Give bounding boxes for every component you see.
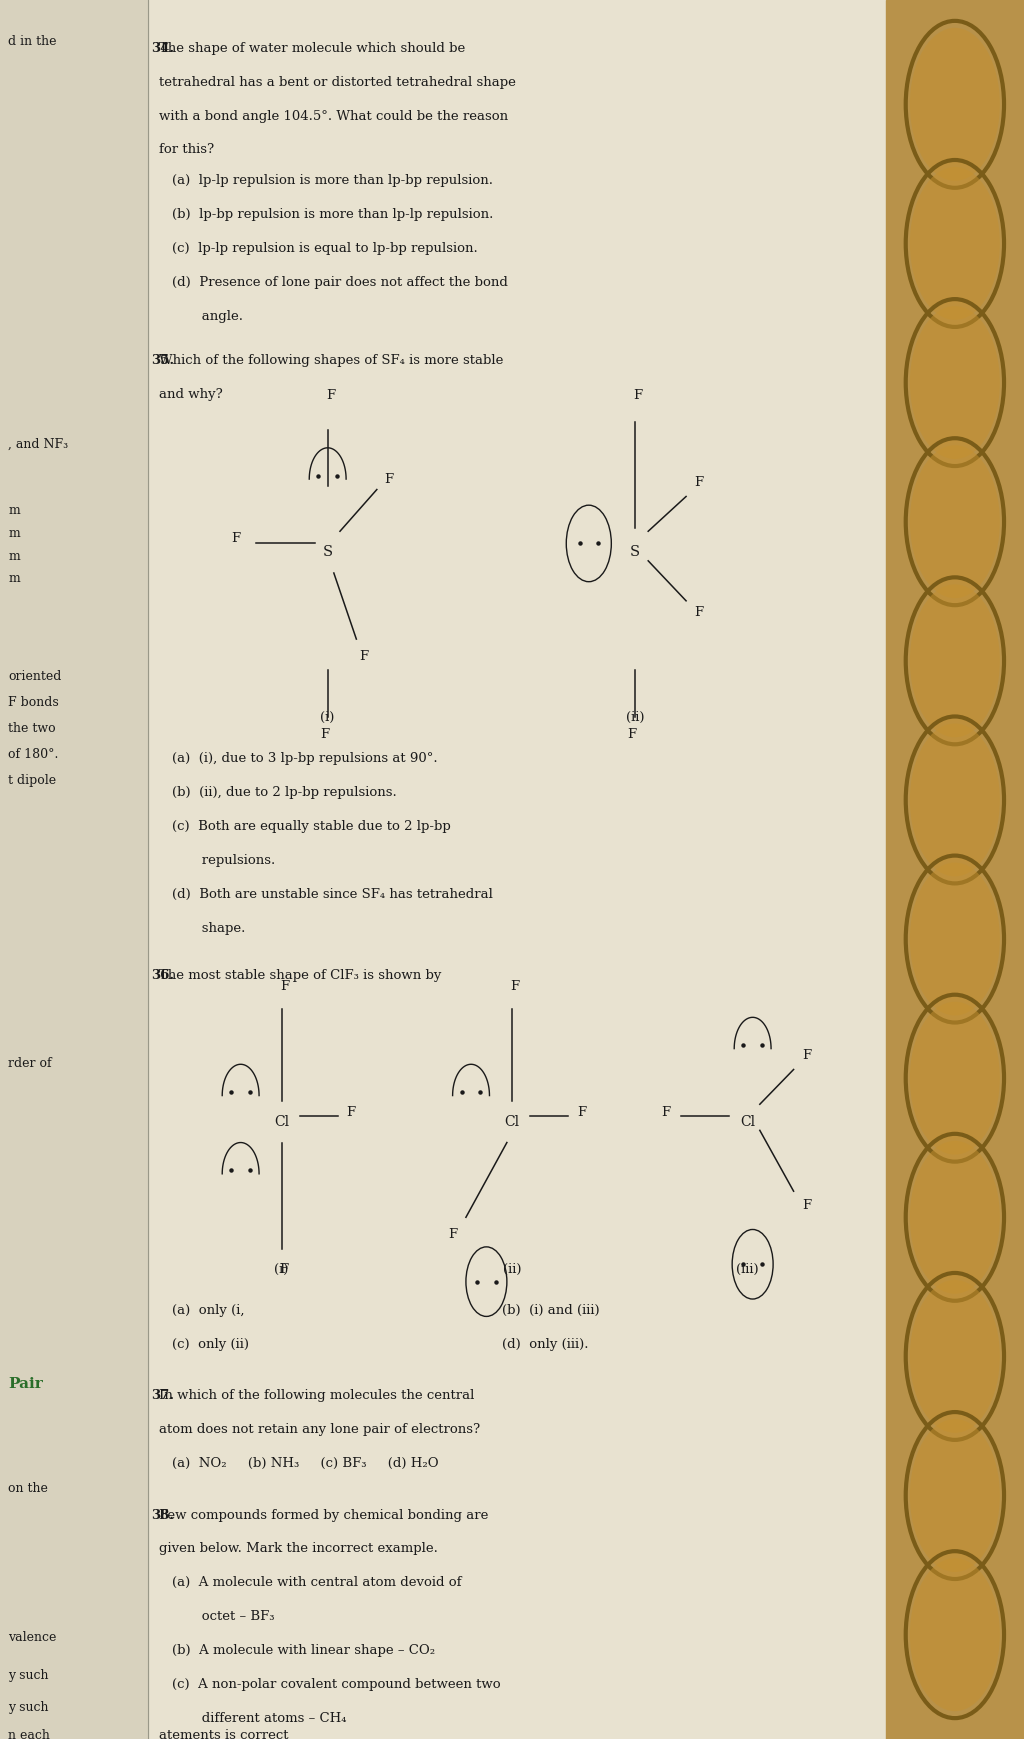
Text: The shape of water molecule which should be: The shape of water molecule which should… bbox=[159, 42, 465, 54]
Text: (b)  (ii), due to 2 lp-bp repulsions.: (b) (ii), due to 2 lp-bp repulsions. bbox=[172, 786, 396, 798]
Text: F: F bbox=[803, 1049, 811, 1063]
Text: (c)  only (ii): (c) only (ii) bbox=[172, 1339, 249, 1351]
Text: F: F bbox=[347, 1106, 355, 1120]
Text: rder of: rder of bbox=[8, 1057, 52, 1069]
Text: F: F bbox=[694, 476, 702, 489]
Text: F: F bbox=[231, 532, 240, 544]
Text: (a)  NO₂     (b) NH₃     (c) BF₃     (d) H₂O: (a) NO₂ (b) NH₃ (c) BF₃ (d) H₂O bbox=[172, 1457, 438, 1469]
Text: (a)  only (i,: (a) only (i, bbox=[172, 1304, 245, 1316]
Circle shape bbox=[909, 1002, 999, 1155]
Circle shape bbox=[909, 1558, 999, 1711]
Text: octet – BF₃: octet – BF₃ bbox=[172, 1610, 274, 1622]
Text: F: F bbox=[327, 390, 335, 402]
Circle shape bbox=[909, 723, 999, 876]
Text: (i): (i) bbox=[321, 711, 335, 723]
Text: given below. Mark the incorrect example.: given below. Mark the incorrect example. bbox=[159, 1542, 437, 1555]
Text: Few compounds formed by chemical bonding are: Few compounds formed by chemical bonding… bbox=[159, 1509, 488, 1522]
Text: Cl: Cl bbox=[274, 1115, 289, 1129]
Text: with a bond angle 104.5°. What could be the reason: with a bond angle 104.5°. What could be … bbox=[159, 110, 508, 122]
Text: F: F bbox=[803, 1198, 811, 1212]
Circle shape bbox=[909, 1419, 999, 1572]
Text: (b)  A molecule with linear shape – CO₂: (b) A molecule with linear shape – CO₂ bbox=[172, 1645, 435, 1657]
Text: S: S bbox=[323, 544, 333, 560]
Circle shape bbox=[909, 306, 999, 459]
Text: and why?: and why? bbox=[159, 388, 222, 400]
Text: (c)  A non-polar covalent compound between two: (c) A non-polar covalent compound betwee… bbox=[172, 1678, 501, 1690]
Text: d in the: d in the bbox=[8, 35, 56, 47]
Text: valence: valence bbox=[8, 1631, 56, 1643]
Text: (d)  Presence of lone pair does not affect the bond: (d) Presence of lone pair does not affec… bbox=[172, 275, 508, 289]
Text: In which of the following molecules the central: In which of the following molecules the … bbox=[159, 1389, 474, 1402]
Text: (ii): (ii) bbox=[503, 1263, 521, 1276]
Text: oriented: oriented bbox=[8, 670, 61, 682]
Text: of 180°.: of 180°. bbox=[8, 748, 58, 760]
Text: Cl: Cl bbox=[505, 1115, 519, 1129]
Text: on the: on the bbox=[8, 1482, 48, 1494]
Text: the two: the two bbox=[8, 722, 56, 734]
Circle shape bbox=[909, 1141, 999, 1294]
Text: F: F bbox=[511, 979, 519, 993]
Text: angle.: angle. bbox=[172, 310, 243, 322]
Text: 34.: 34. bbox=[152, 42, 175, 54]
Text: y such: y such bbox=[8, 1669, 49, 1682]
Text: tetrahedral has a bent or distorted tetrahedral shape: tetrahedral has a bent or distorted tetr… bbox=[159, 75, 516, 89]
Text: F: F bbox=[321, 729, 329, 741]
Text: F: F bbox=[280, 1263, 288, 1276]
Text: F: F bbox=[634, 390, 642, 402]
Text: m: m bbox=[8, 572, 19, 584]
Circle shape bbox=[909, 584, 999, 737]
Text: (d)  Both are unstable since SF₄ has tetrahedral: (d) Both are unstable since SF₄ has tetr… bbox=[172, 889, 493, 901]
Text: for this?: for this? bbox=[159, 144, 214, 157]
Bar bbox=[886, 0, 1024, 1739]
Text: F: F bbox=[694, 607, 702, 619]
Bar bbox=[0, 0, 148, 1739]
Text: , and NF₃: , and NF₃ bbox=[8, 438, 69, 450]
Text: (c)  lp-lp repulsion is equal to lp-bp repulsion.: (c) lp-lp repulsion is equal to lp-bp re… bbox=[172, 242, 478, 254]
Circle shape bbox=[909, 167, 999, 320]
Text: atom does not retain any lone pair of electrons?: atom does not retain any lone pair of el… bbox=[159, 1424, 480, 1436]
Text: n each: n each bbox=[8, 1729, 50, 1739]
Text: different atoms – CH₄: different atoms – CH₄ bbox=[172, 1713, 346, 1725]
Text: F bonds: F bonds bbox=[8, 696, 59, 708]
Text: (b)  lp-bp repulsion is more than lp-lp repulsion.: (b) lp-bp repulsion is more than lp-lp r… bbox=[172, 207, 494, 221]
Text: y such: y such bbox=[8, 1701, 49, 1713]
Text: F: F bbox=[578, 1106, 586, 1120]
Text: F: F bbox=[449, 1228, 457, 1242]
Text: Which of the following shapes of SF₄ is more stable: Which of the following shapes of SF₄ is … bbox=[159, 355, 503, 367]
Text: (iii): (iii) bbox=[736, 1263, 759, 1276]
Text: Cl: Cl bbox=[740, 1115, 755, 1129]
Text: t dipole: t dipole bbox=[8, 774, 56, 786]
Text: (a)  lp-lp repulsion is more than lp-bp repulsion.: (a) lp-lp repulsion is more than lp-bp r… bbox=[172, 174, 493, 186]
Text: F: F bbox=[359, 650, 368, 663]
Text: The most stable shape of ClF₃ is shown by: The most stable shape of ClF₃ is shown b… bbox=[159, 970, 441, 983]
Circle shape bbox=[909, 863, 999, 1016]
Text: (c)  Both are equally stable due to 2 lp-bp: (c) Both are equally stable due to 2 lp-… bbox=[172, 821, 451, 833]
Text: (i): (i) bbox=[274, 1263, 289, 1276]
Text: 36.: 36. bbox=[152, 970, 175, 983]
Text: repulsions.: repulsions. bbox=[172, 854, 275, 866]
Text: shape.: shape. bbox=[172, 922, 246, 934]
Text: m: m bbox=[8, 550, 19, 562]
Text: F: F bbox=[628, 729, 636, 741]
Text: F: F bbox=[281, 979, 289, 993]
Text: 35.: 35. bbox=[152, 355, 175, 367]
Circle shape bbox=[909, 445, 999, 598]
Text: Pair: Pair bbox=[8, 1377, 43, 1391]
Text: 38.: 38. bbox=[152, 1509, 174, 1522]
Text: F: F bbox=[385, 473, 393, 485]
Text: (a)  A molecule with central atom devoid of: (a) A molecule with central atom devoid … bbox=[172, 1577, 462, 1589]
Text: S: S bbox=[630, 544, 640, 560]
Text: (b)  (i) and (iii): (b) (i) and (iii) bbox=[502, 1304, 599, 1316]
Text: (d)  only (iii).: (d) only (iii). bbox=[502, 1339, 588, 1351]
Circle shape bbox=[909, 1280, 999, 1433]
Text: m: m bbox=[8, 527, 19, 539]
Text: F: F bbox=[662, 1106, 670, 1120]
Text: m: m bbox=[8, 504, 19, 516]
Text: atements is correct: atements is correct bbox=[159, 1729, 288, 1739]
Text: 37.: 37. bbox=[152, 1389, 174, 1402]
Text: (a)  (i), due to 3 lp-bp repulsions at 90°.: (a) (i), due to 3 lp-bp repulsions at 90… bbox=[172, 753, 437, 765]
Circle shape bbox=[909, 28, 999, 181]
Text: (ii): (ii) bbox=[626, 711, 644, 723]
